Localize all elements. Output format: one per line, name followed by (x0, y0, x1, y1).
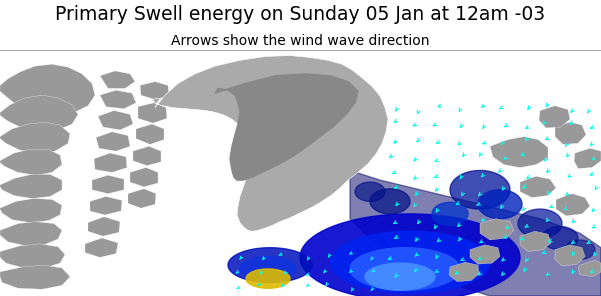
Polygon shape (0, 244, 65, 268)
Polygon shape (330, 231, 490, 293)
Polygon shape (96, 132, 130, 151)
Polygon shape (0, 174, 62, 198)
Polygon shape (153, 56, 388, 231)
Polygon shape (92, 175, 124, 194)
Polygon shape (90, 197, 122, 215)
Polygon shape (350, 170, 601, 296)
Polygon shape (355, 182, 385, 201)
Polygon shape (490, 137, 548, 168)
Polygon shape (300, 214, 520, 296)
Polygon shape (98, 111, 133, 130)
Polygon shape (0, 198, 62, 223)
Polygon shape (555, 122, 586, 144)
Polygon shape (450, 170, 510, 209)
Polygon shape (140, 82, 169, 100)
Polygon shape (246, 269, 290, 288)
Polygon shape (578, 260, 601, 277)
Polygon shape (365, 263, 435, 290)
Polygon shape (136, 124, 164, 144)
Polygon shape (370, 189, 410, 214)
Polygon shape (100, 90, 136, 109)
Polygon shape (215, 74, 358, 180)
Polygon shape (556, 194, 590, 216)
Polygon shape (100, 71, 135, 89)
Text: Arrows show the wind wave direction: Arrows show the wind wave direction (171, 34, 430, 48)
Polygon shape (574, 148, 601, 168)
Polygon shape (228, 248, 312, 282)
Polygon shape (128, 189, 156, 208)
Polygon shape (350, 248, 460, 290)
Polygon shape (0, 64, 95, 115)
Polygon shape (518, 209, 562, 238)
Polygon shape (0, 265, 70, 289)
Polygon shape (0, 149, 62, 175)
Polygon shape (130, 168, 158, 187)
Polygon shape (0, 95, 78, 131)
Polygon shape (478, 190, 522, 219)
Polygon shape (520, 176, 556, 197)
Text: Primary Swell energy on Sunday 05 Jan at 12am -03: Primary Swell energy on Sunday 05 Jan at… (55, 5, 546, 24)
Polygon shape (480, 219, 514, 240)
Polygon shape (555, 245, 585, 266)
Polygon shape (133, 146, 161, 166)
Polygon shape (94, 153, 127, 172)
Polygon shape (88, 217, 120, 236)
Polygon shape (0, 122, 70, 153)
Polygon shape (520, 231, 551, 252)
Polygon shape (539, 106, 570, 128)
Polygon shape (470, 245, 500, 264)
Polygon shape (138, 103, 167, 123)
Polygon shape (85, 238, 118, 257)
Polygon shape (0, 222, 62, 246)
Polygon shape (565, 240, 595, 259)
Polygon shape (432, 202, 468, 226)
Polygon shape (449, 262, 479, 281)
Polygon shape (240, 256, 296, 281)
Polygon shape (542, 226, 578, 250)
